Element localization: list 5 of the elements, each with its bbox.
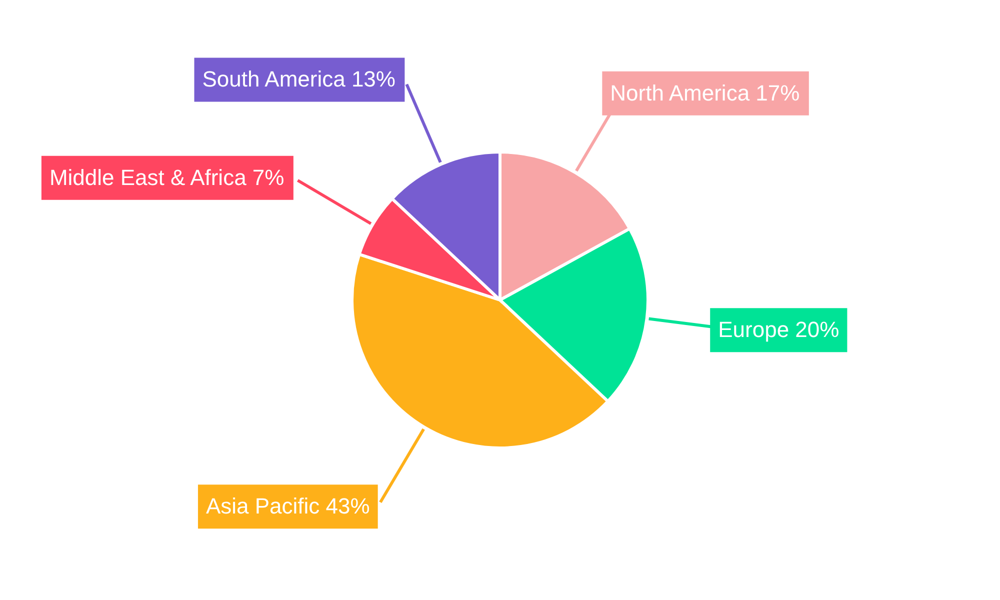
slice-label: South America 13% xyxy=(202,66,396,92)
slice-label: Middle East & Africa 7% xyxy=(49,164,284,190)
slice-label: Europe 20% xyxy=(718,317,840,342)
slice-label: North America 17% xyxy=(610,80,800,106)
slice-label: Asia Pacific 43% xyxy=(206,494,370,519)
